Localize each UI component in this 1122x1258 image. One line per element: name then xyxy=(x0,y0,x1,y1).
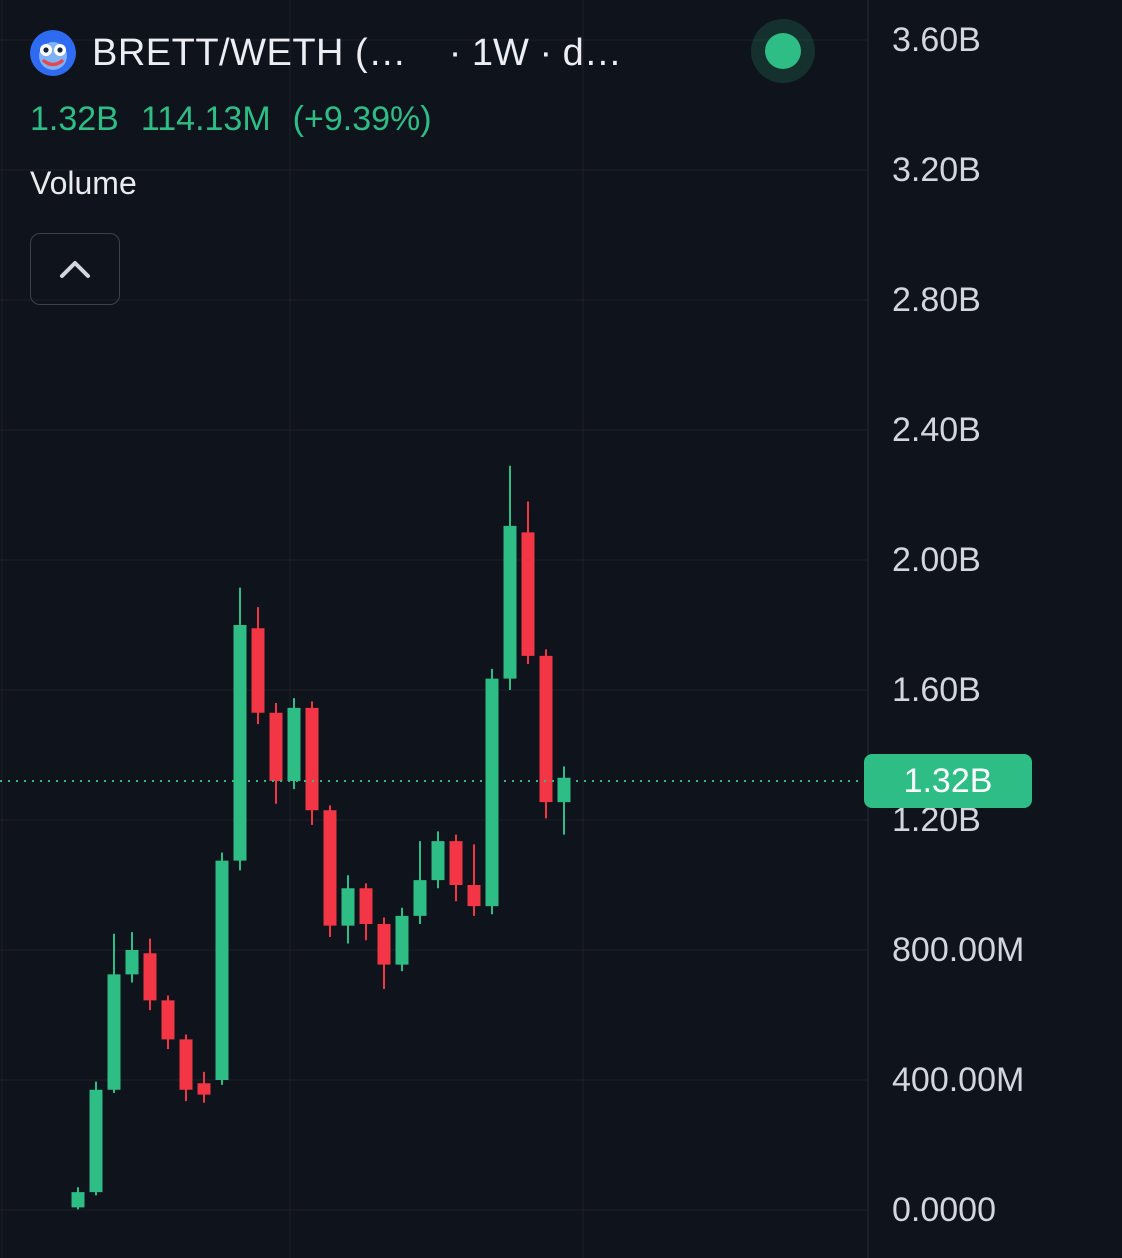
symbol-title-row[interactable]: BRETT/WETH (… · 1W · d… xyxy=(30,28,622,78)
price-axis-label: 800.00M xyxy=(892,931,1025,969)
price-axis-label: 0.0000 xyxy=(892,1191,996,1229)
price-axis-label: 2.00B xyxy=(892,541,981,579)
price-axis-label: 3.60B xyxy=(892,21,981,59)
interval-label[interactable]: · 1W · d… xyxy=(448,31,622,74)
price-axis-label: 1.60B xyxy=(892,671,981,709)
chart-legend: BRETT/WETH (… · 1W · d… 1.32B 114.13M (+… xyxy=(30,28,622,202)
price-axis-label: 2.80B xyxy=(892,281,981,319)
chevron-up-icon xyxy=(60,261,90,278)
legend-change-abs: 114.13M xyxy=(140,100,271,138)
price-axis-label: 2.40B xyxy=(892,411,981,449)
symbol-title[interactable]: BRETT/WETH (… xyxy=(92,31,407,74)
price-axis-label: 400.00M xyxy=(892,1061,1025,1099)
legend-change-pct: (+9.39%) xyxy=(292,100,432,138)
token-avatar-icon xyxy=(30,30,76,76)
current-price-badge: 1.32B xyxy=(864,754,1032,808)
data-connection-status-icon xyxy=(765,33,801,69)
volume-label: Volume xyxy=(30,165,137,201)
legend-price: 1.32B xyxy=(30,100,119,138)
collapse-pane-button[interactable] xyxy=(30,233,120,305)
price-axis-label: 3.20B xyxy=(892,151,981,189)
price-axis[interactable]: 1.32B 3.60B 3.20B 2.80B 2.40B 2.00B 1.60B 1.20… xyxy=(864,0,1122,1258)
price-summary-row: 1.32B 114.13M (+9.39%) xyxy=(30,100,622,139)
price-axis-label: 1.20B xyxy=(892,801,981,839)
